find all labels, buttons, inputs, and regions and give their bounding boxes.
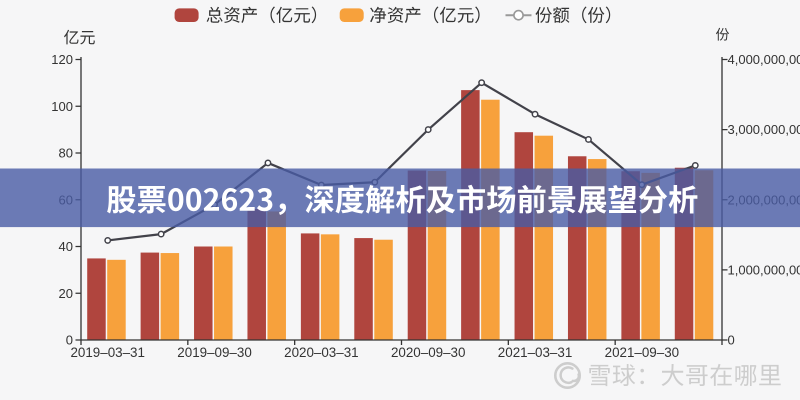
svg-text:2021–03–31: 2021–03–31 xyxy=(498,345,572,360)
svg-text:40: 40 xyxy=(59,239,73,254)
svg-text:2021–09–30: 2021–09–30 xyxy=(605,345,679,360)
svg-text:120: 120 xyxy=(51,52,73,67)
svg-text:1,000,000,000: 1,000,000,000 xyxy=(728,262,800,277)
svg-text:2020–03–31: 2020–03–31 xyxy=(284,345,358,360)
svg-text:100: 100 xyxy=(51,99,73,114)
svg-text:3,000,000,000: 3,000,000,000 xyxy=(728,122,800,137)
svg-text:2019–03–31: 2019–03–31 xyxy=(70,345,144,360)
svg-text:80: 80 xyxy=(59,146,73,161)
svg-text:0: 0 xyxy=(728,333,735,348)
svg-text:0: 0 xyxy=(66,333,73,348)
svg-text:2020–09–30: 2020–09–30 xyxy=(391,345,465,360)
svg-text:4,000,000,000: 4,000,000,000 xyxy=(728,52,800,67)
svg-text:20: 20 xyxy=(59,286,73,301)
svg-text:2019–09–30: 2019–09–30 xyxy=(177,345,251,360)
